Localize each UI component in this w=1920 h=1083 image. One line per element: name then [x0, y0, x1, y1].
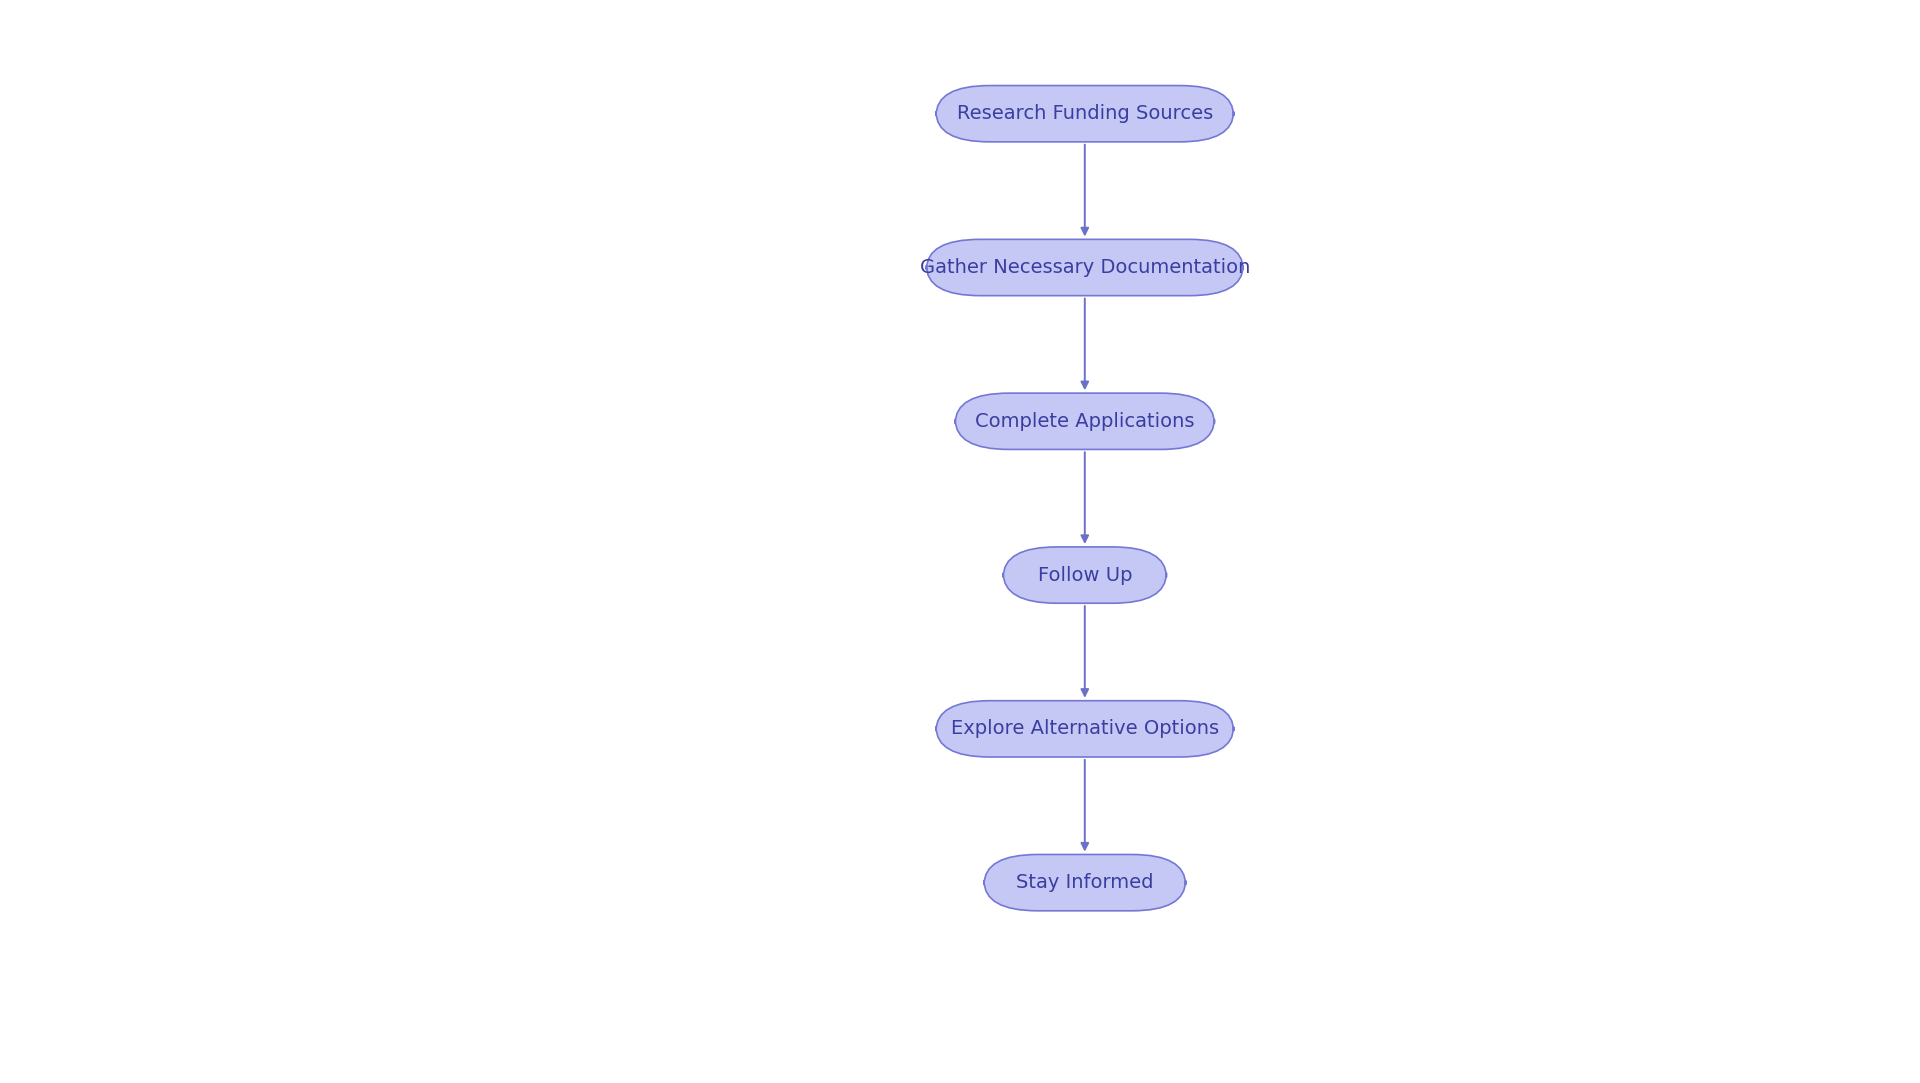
FancyBboxPatch shape	[935, 86, 1233, 142]
Text: Gather Necessary Documentation: Gather Necessary Documentation	[920, 258, 1250, 277]
Text: Stay Informed: Stay Informed	[1016, 873, 1154, 892]
FancyBboxPatch shape	[1002, 547, 1165, 603]
Text: Follow Up: Follow Up	[1037, 565, 1133, 585]
FancyBboxPatch shape	[954, 393, 1213, 449]
Text: Complete Applications: Complete Applications	[975, 412, 1194, 431]
Text: Explore Alternative Options: Explore Alternative Options	[950, 719, 1219, 739]
Text: Research Funding Sources: Research Funding Sources	[956, 104, 1213, 123]
FancyBboxPatch shape	[983, 854, 1185, 911]
FancyBboxPatch shape	[925, 239, 1242, 296]
FancyBboxPatch shape	[935, 701, 1233, 757]
